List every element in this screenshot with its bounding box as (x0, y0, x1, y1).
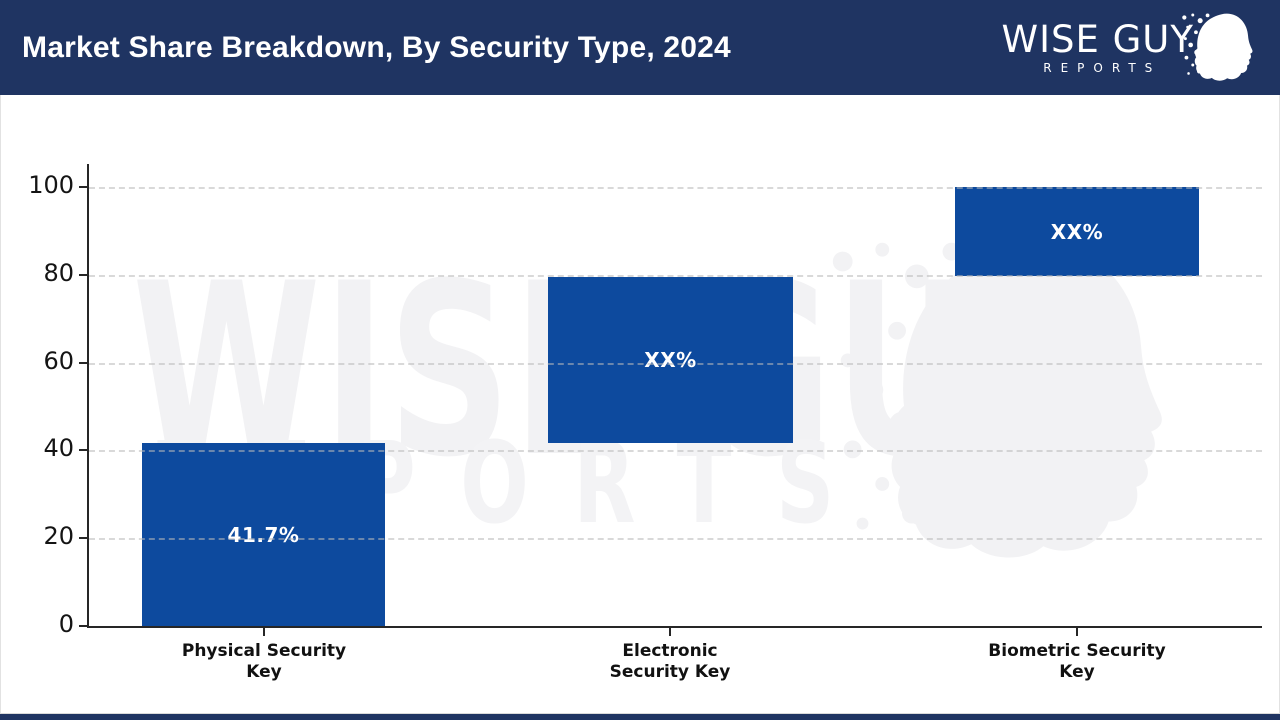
page-title: Market Share Breakdown, By Security Type… (22, 30, 731, 64)
y-tick-label: 40 (43, 434, 74, 462)
bar-value-label: 41.7% (227, 522, 300, 547)
gridline-20 (89, 538, 1262, 540)
gridline-40 (89, 450, 1262, 452)
x-category-label-line: Electronic (622, 641, 718, 661)
y-tick-mark (79, 537, 87, 539)
bar-physical-security-key: 41.7% (142, 443, 385, 626)
footer-bar (0, 714, 1280, 720)
dotted-face-icon (1182, 12, 1253, 81)
brand-logo-text: WISE GUY REPORTS (1002, 21, 1194, 74)
x-category-label-electronic: Electronic Security Key (500, 641, 840, 684)
gridline-80 (89, 275, 1262, 277)
gridline-100 (89, 187, 1262, 189)
bar-electronic-security-key: XX% (548, 277, 793, 443)
x-category-label-line: Biometric Security (988, 641, 1166, 661)
y-tick-label: 80 (43, 259, 74, 287)
y-tick-label: 100 (28, 171, 74, 199)
brand-name: WISE GUY (1001, 18, 1194, 61)
x-category-label-line: Key (1059, 662, 1095, 683)
x-category-label-line: Key (246, 662, 282, 683)
y-tick-mark (79, 362, 87, 364)
bar-value-label: XX% (644, 348, 697, 372)
x-tick-mark (1076, 628, 1078, 636)
y-tick-label: 20 (43, 522, 74, 550)
y-tick-mark (79, 449, 87, 451)
y-tick-label: 0 (58, 610, 74, 638)
brand-logo: WISE GUY REPORTS (1002, 12, 1254, 83)
x-category-label-physical: Physical Security Key (94, 641, 434, 684)
y-tick-label: 60 (43, 347, 74, 375)
header: Market Share Breakdown, By Security Type… (0, 0, 1280, 95)
bar-biometric-security-key: XX% (955, 187, 1199, 276)
x-category-label-line: Physical Security (181, 641, 347, 661)
y-tick-mark (79, 274, 87, 276)
x-axis (87, 626, 1262, 628)
y-axis (87, 164, 89, 628)
gridline-60 (89, 363, 1262, 365)
x-tick-mark (263, 628, 265, 636)
bar-value-label: XX% (1050, 219, 1104, 244)
x-tick-mark (669, 628, 671, 636)
y-tick-mark (79, 625, 87, 627)
y-tick-mark (79, 186, 87, 188)
brand-tagline: REPORTS (1043, 61, 1162, 75)
x-category-label-biometric: Biometric Security Key (907, 641, 1247, 684)
x-category-label-line: Security Key (609, 662, 731, 683)
